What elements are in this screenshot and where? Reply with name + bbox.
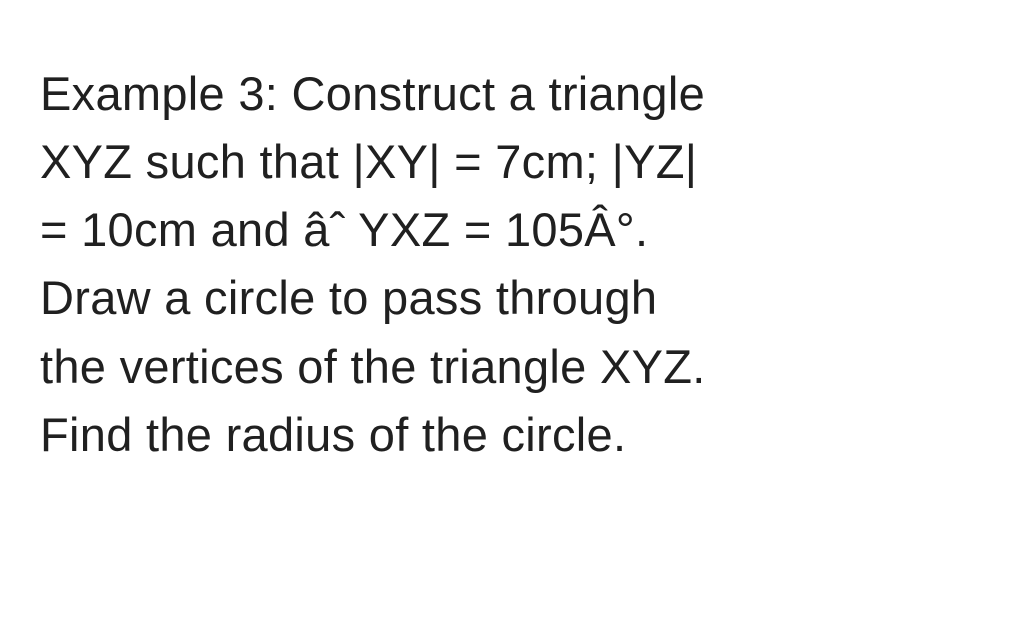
text-line-5: the vertices of the triangle XYZ. <box>40 333 706 401</box>
text-line-1: Example 3: Construct a triangle <box>40 60 706 128</box>
text-line-2: XYZ such that |XY| = 7cm; |YZ| <box>40 128 706 196</box>
text-line-3: = 10cm and âˆ YXZ = 105Â°. <box>40 196 706 264</box>
text-line-4: Draw a circle to pass through <box>40 264 706 332</box>
example-text: Example 3: Construct a triangle XYZ such… <box>40 60 706 469</box>
text-line-6: Find the radius of the circle. <box>40 401 706 469</box>
